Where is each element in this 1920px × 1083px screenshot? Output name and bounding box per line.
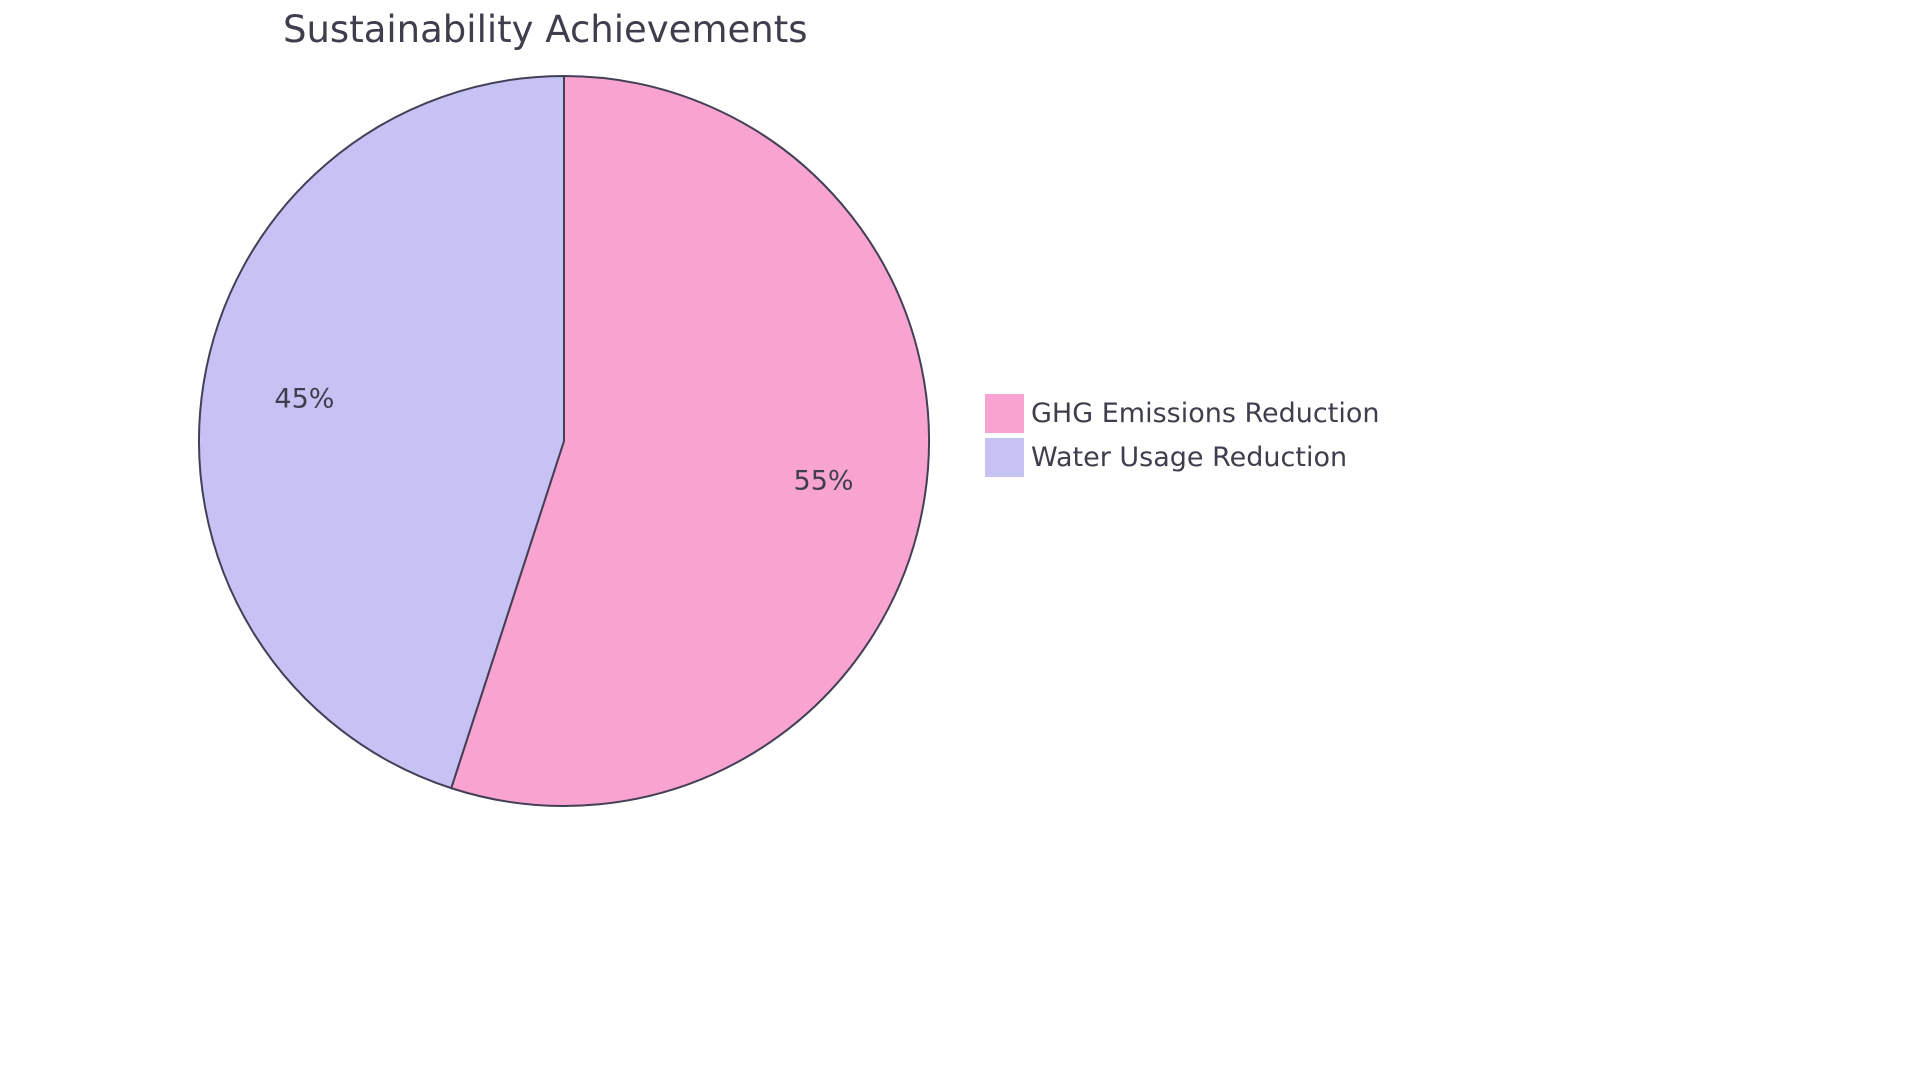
pie-slice-0 — [450, 75, 930, 807]
legend-item-1[interactable]: Water Usage Reduction — [985, 438, 1379, 477]
legend-swatch — [985, 438, 1024, 477]
legend-swatch — [985, 394, 1024, 433]
pie-slices — [198, 75, 930, 807]
legend-label: GHG Emissions Reduction — [1031, 398, 1380, 429]
pie-slice-1 — [198, 75, 565, 790]
chart-title: Sustainability Achievements — [283, 8, 808, 51]
legend-item-0[interactable]: GHG Emissions Reduction — [985, 394, 1379, 433]
pie-slice-percent-label: 45% — [274, 383, 334, 414]
chart-legend: GHG Emissions Reduction Water Usage Reduc… — [985, 394, 1379, 477]
pie-slice-percent-label: 55% — [794, 466, 854, 497]
pie-slice-labels: 55% 45% — [274, 383, 853, 496]
legend-label: Water Usage Reduction — [1031, 442, 1348, 473]
